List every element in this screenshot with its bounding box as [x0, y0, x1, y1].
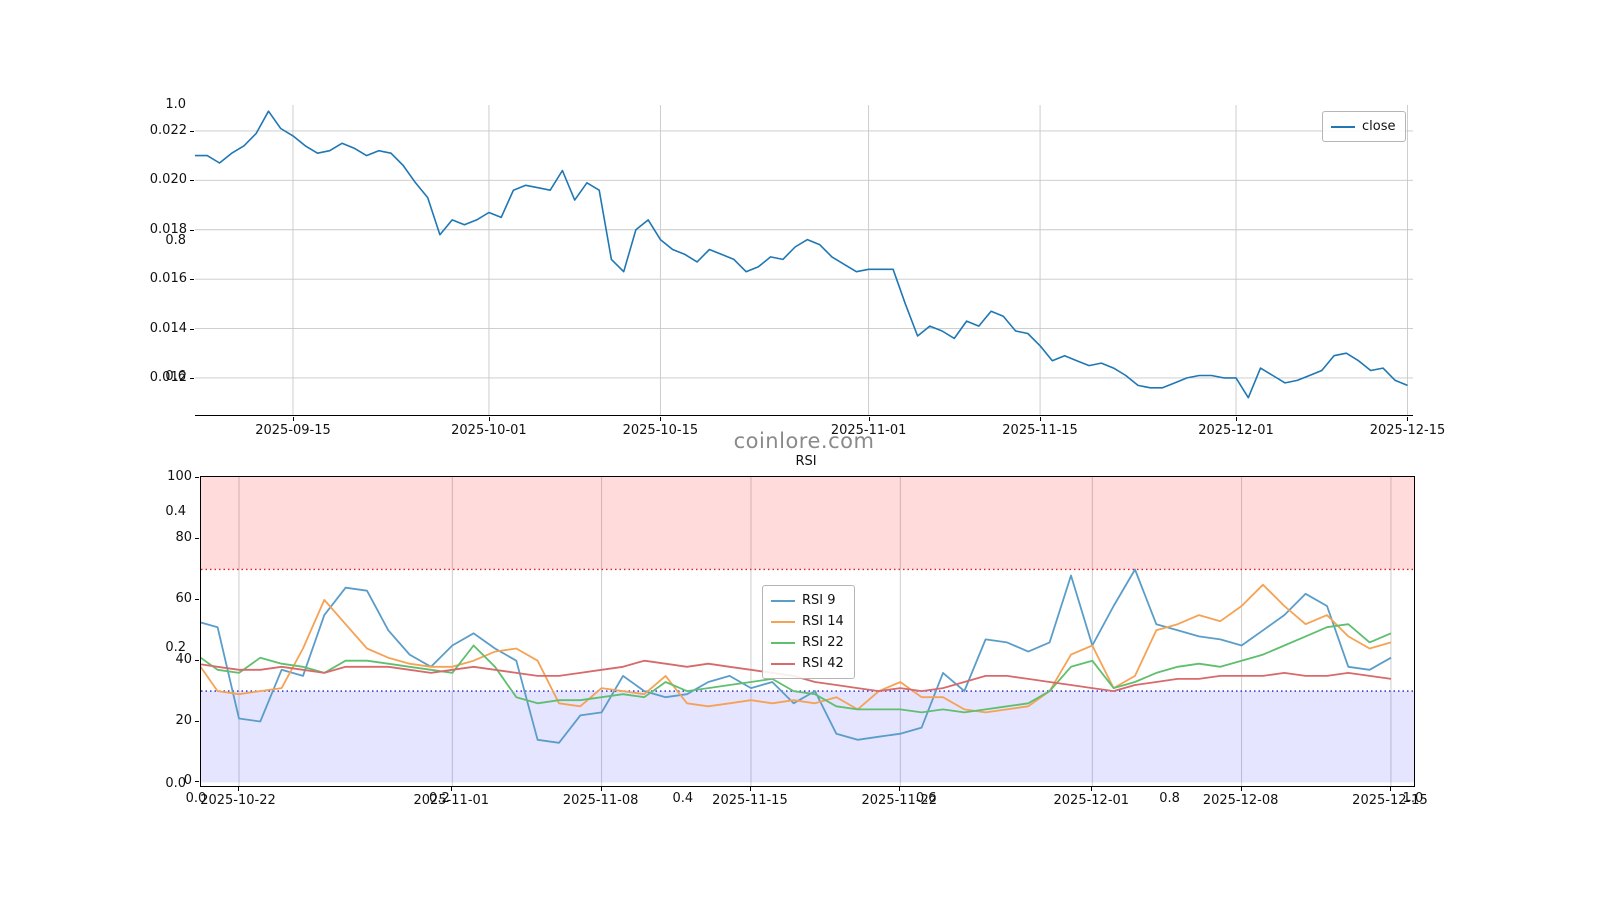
tick-label: 0.016 [149, 271, 187, 287]
tick-label: 2025-10-01 [451, 423, 527, 438]
tick-label: 0.6 [165, 368, 186, 384]
tick-label: 2025-11-22 [861, 793, 938, 808]
tick-label: 0.012 [149, 369, 187, 385]
tick-label: 2025-10-22 [200, 793, 276, 808]
tick-label [190, 279, 194, 281]
rsi22-line-swatch [771, 641, 795, 644]
watermark: coinlore.com [733, 429, 875, 453]
legend-label-rsi14: RSI 14 [802, 614, 844, 629]
tick-label [749, 787, 751, 791]
tick-label: 1.0 [165, 97, 186, 112]
tick-label: 0.018 [149, 221, 187, 237]
tick-label: 2025-10-15 [622, 423, 699, 438]
tick-label [237, 787, 239, 791]
tick-label: 2025-11-01 [830, 423, 907, 438]
tick-label [195, 659, 199, 661]
tick-label: 2025-12-08 [1202, 793, 1279, 808]
tick-label: 20 [175, 712, 192, 728]
tick-label: 2025-11-15 [712, 793, 788, 808]
tick-label: 100 [167, 469, 192, 485]
tick-label [1040, 417, 1042, 421]
tick-label [190, 130, 194, 132]
tick-label: 2025-11-01 [413, 793, 490, 808]
tick-label [292, 417, 294, 421]
tick-label [868, 417, 870, 421]
tick-label: 2025-12-15 [1369, 423, 1446, 438]
legend-entry-rsi14: RSI 14 [771, 611, 844, 632]
tick-label: 40 [175, 651, 192, 667]
tick-label: 0.8 [165, 232, 186, 248]
tick-label [190, 180, 194, 182]
close-line-swatch [1331, 125, 1355, 128]
legend-label-rsi22: RSI 22 [802, 635, 844, 650]
tick-label [1236, 417, 1238, 421]
tick-label [190, 229, 194, 231]
tick-label [899, 787, 901, 791]
price-chart [195, 105, 1413, 415]
tick-label: 2025-12-15 [1352, 793, 1428, 808]
tick-label [195, 538, 199, 540]
tick-label [195, 720, 199, 722]
legend-label-close: close [1362, 119, 1396, 134]
tick-label: 0.014 [149, 320, 187, 336]
legend-entry-rsi42: RSI 42 [771, 653, 844, 674]
tick-label [488, 417, 490, 421]
legend-label-rsi42: RSI 42 [802, 656, 844, 671]
tick-label: 80 [175, 530, 192, 546]
rsi-title: RSI [795, 454, 817, 469]
tick-label [190, 328, 194, 330]
tick-label [195, 598, 199, 600]
legend-entry-close: close [1331, 116, 1395, 137]
legend-label-rsi9: RSI 9 [802, 593, 836, 608]
tick-label: 0.4 [165, 504, 186, 520]
tick-label: 0.020 [149, 172, 187, 188]
tick-label [1407, 417, 1409, 421]
tick-label [195, 781, 199, 783]
tick-label: 0.4 [672, 791, 694, 806]
tick-label [190, 377, 194, 379]
tick-label [1240, 787, 1242, 791]
legend-entry-rsi9: RSI 9 [771, 590, 844, 611]
tick-label: 60 [175, 590, 192, 606]
tick-label: 0.022 [149, 122, 187, 138]
tick-label: 1.0 [1402, 791, 1424, 806]
tick-label: 0.0 [165, 776, 186, 791]
tick-label: 0.2 [429, 791, 450, 806]
price-chart-plot-area [195, 105, 1413, 416]
rsi42-line-swatch [771, 662, 795, 665]
tick-label: 2025-12-01 [1198, 423, 1274, 438]
legend-entry-rsi22: RSI 22 [771, 632, 844, 653]
tick-label: 2025-09-15 [255, 423, 331, 438]
tick-label [195, 477, 199, 479]
tick-label: 2025-12-01 [1053, 793, 1130, 808]
tick-label: 0.2 [165, 640, 186, 656]
tick-label [660, 417, 662, 421]
tick-label: 2025-11-15 [1002, 423, 1078, 438]
price-legend: close [1322, 111, 1407, 142]
rsi14-line-swatch [771, 620, 795, 623]
tick-label [1091, 787, 1093, 791]
tick-label [600, 787, 602, 791]
tick-label [1389, 787, 1391, 791]
tick-label: 0.0 [185, 791, 207, 806]
tick-label [451, 787, 453, 791]
tick-label: 2025-11-08 [562, 793, 639, 808]
rsi-legend: RSI 9 RSI 14 RSI 22 RSI 42 [762, 585, 855, 679]
tick-label: 0.6 [915, 791, 937, 806]
rsi9-line-swatch [771, 599, 795, 602]
tick-label: 0.8 [1159, 791, 1180, 806]
tick-label: 0 [183, 773, 192, 789]
